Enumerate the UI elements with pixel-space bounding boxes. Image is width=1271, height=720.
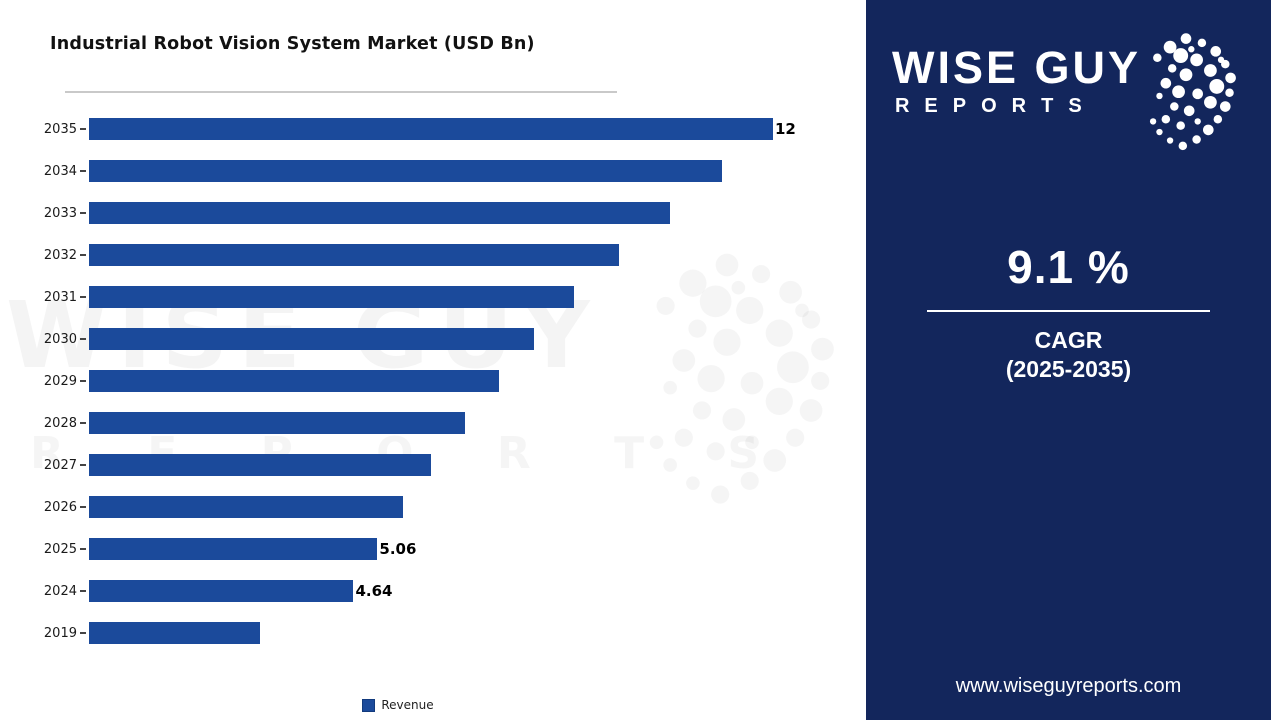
y-axis-tick — [80, 296, 86, 298]
y-axis-tick — [80, 632, 86, 634]
bar-row: 2030 — [35, 318, 850, 360]
y-axis-label: 2031 — [43, 289, 77, 305]
y-axis-label: 2027 — [43, 457, 77, 473]
bar-row: 2033 — [35, 192, 850, 234]
cagr-label-line1: CAGR — [1034, 327, 1103, 353]
bar-chart: 2035 12 2034 2033 2032 2031 2030 2029 2028 2027 20… — [35, 108, 850, 654]
y-axis-tick — [80, 464, 86, 466]
cagr-label-line2: (2025-2035) — [1005, 355, 1132, 382]
y-axis-label: 2032 — [43, 247, 77, 263]
revenue-bar — [89, 244, 620, 266]
revenue-bar — [89, 370, 500, 392]
y-axis-tick — [80, 380, 86, 382]
title-underline — [65, 91, 617, 93]
y-axis-tick — [80, 254, 86, 256]
bar-row: 2032 — [35, 234, 850, 276]
bar-row: 2031 — [35, 276, 850, 318]
chart-panel: WISE GUY R E P O R T S Industrial Robot … — [0, 34, 850, 712]
revenue-bar — [89, 118, 773, 140]
revenue-bar — [89, 202, 671, 224]
brand-panel: WISE GUY REPORTS 9.1 % CAGR (2025-2035) … — [866, 0, 1271, 720]
bar-value-label: 12 — [775, 120, 796, 138]
bar-value-label: 4.64 — [355, 582, 393, 600]
logo-wise-guy: WISE GUY — [891, 42, 1142, 93]
y-axis-tick — [80, 170, 86, 172]
bar-row: 2026 — [35, 486, 850, 528]
revenue-bar — [89, 580, 354, 602]
cagr-value: 9.1 % — [1007, 241, 1130, 293]
logo-head-icon — [1127, 28, 1245, 166]
bar-row: 2019 — [35, 612, 850, 654]
y-axis-tick — [80, 590, 86, 592]
y-axis-tick — [80, 128, 86, 130]
revenue-bar — [89, 160, 722, 182]
y-axis-tick — [80, 212, 86, 214]
y-axis-tick — [80, 506, 86, 508]
website-url[interactable]: www.wiseguyreports.com — [955, 675, 1182, 697]
y-axis-label: 2024 — [43, 583, 77, 599]
chart-title: Industrial Robot Vision System Market (U… — [50, 34, 535, 54]
y-axis-tick — [80, 422, 86, 424]
y-axis-label: 2034 — [43, 163, 77, 179]
bar-row: 2034 — [35, 150, 850, 192]
wiseguy-logo: WISE GUY REPORTS — [892, 34, 1245, 166]
y-axis-tick — [80, 338, 86, 340]
revenue-bar — [89, 496, 403, 518]
y-axis-label: 2033 — [43, 205, 77, 221]
revenue-bar — [89, 538, 378, 560]
bar-row: 2028 — [35, 402, 850, 444]
y-axis-label: 2030 — [43, 331, 77, 347]
y-axis-label: 2035 — [43, 121, 77, 137]
revenue-bar — [89, 622, 260, 644]
bar-row: 2024 4.64 — [35, 570, 850, 612]
y-axis-tick — [80, 548, 86, 550]
revenue-bar — [89, 454, 431, 476]
bar-row: 2029 — [35, 360, 850, 402]
revenue-bar — [89, 328, 534, 350]
logo-text: WISE GUY REPORTS — [892, 34, 1141, 118]
bar-row: 2027 — [35, 444, 850, 486]
y-axis-label: 2019 — [43, 625, 77, 641]
y-axis-label: 2025 — [43, 541, 77, 557]
chart-legend: Revenue — [0, 698, 831, 712]
bar-row: 2035 12 — [35, 108, 850, 150]
cagr-divider — [927, 310, 1210, 312]
logo-reports: REPORTS — [894, 95, 1097, 118]
revenue-bar — [89, 286, 574, 308]
y-axis-label: 2029 — [43, 373, 77, 389]
legend-label-revenue: Revenue — [381, 698, 434, 712]
cagr-label: CAGR (2025-2035) — [1006, 326, 1131, 384]
bar-row: 2025 5.06 — [35, 528, 850, 570]
revenue-bar — [89, 412, 466, 434]
y-axis-label: 2026 — [43, 499, 77, 515]
legend-swatch-revenue — [362, 698, 376, 712]
y-axis-label: 2028 — [43, 415, 77, 431]
bar-value-label: 5.06 — [379, 540, 417, 558]
